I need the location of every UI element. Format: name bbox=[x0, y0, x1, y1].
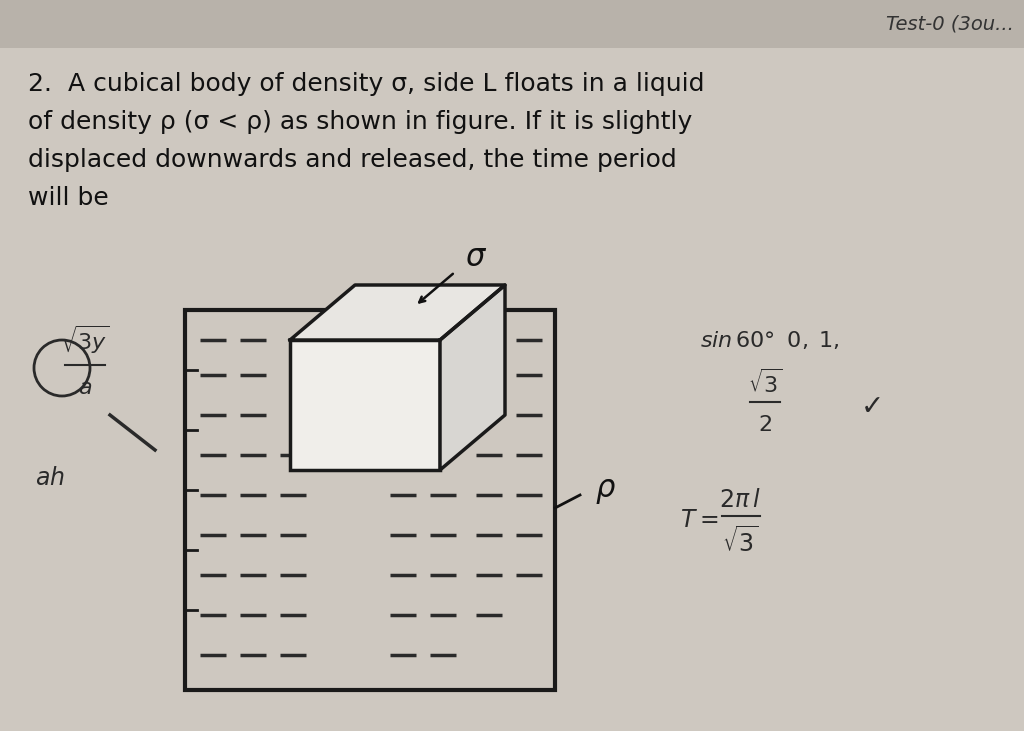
Bar bbox=[0, 0, 1024, 48]
Text: Test-0 (3ou...: Test-0 (3ou... bbox=[886, 15, 1014, 34]
Text: $\sqrt{3}$: $\sqrt{3}$ bbox=[722, 527, 759, 557]
Text: ρ: ρ bbox=[595, 475, 614, 504]
Text: will be: will be bbox=[28, 186, 109, 210]
Text: $\sqrt{3y}$: $\sqrt{3y}$ bbox=[60, 324, 110, 356]
Text: $\checkmark$: $\checkmark$ bbox=[860, 391, 881, 419]
Bar bbox=[290, 340, 440, 470]
Bar bbox=[185, 310, 555, 690]
Polygon shape bbox=[290, 285, 505, 340]
Text: $a$: $a$ bbox=[78, 378, 92, 398]
Text: 2.  A cubical body of density σ, side L floats in a liquid: 2. A cubical body of density σ, side L f… bbox=[28, 72, 705, 96]
Text: $sin\,60°\;\;0,\;1,$: $sin\,60°\;\;0,\;1,$ bbox=[700, 329, 840, 351]
Text: $T=$: $T=$ bbox=[680, 508, 718, 532]
Text: $\sqrt{3}$: $\sqrt{3}$ bbox=[748, 368, 782, 397]
Polygon shape bbox=[440, 285, 505, 470]
Text: $2\pi\,l$: $2\pi\,l$ bbox=[719, 488, 761, 512]
Text: displaced downwards and released, the time period: displaced downwards and released, the ti… bbox=[28, 148, 677, 172]
Text: $ah$: $ah$ bbox=[35, 466, 65, 490]
Text: of density ρ (σ < ρ) as shown in figure. If it is slightly: of density ρ (σ < ρ) as shown in figure.… bbox=[28, 110, 692, 134]
Text: $2$: $2$ bbox=[758, 415, 772, 435]
Text: σ: σ bbox=[465, 243, 484, 273]
